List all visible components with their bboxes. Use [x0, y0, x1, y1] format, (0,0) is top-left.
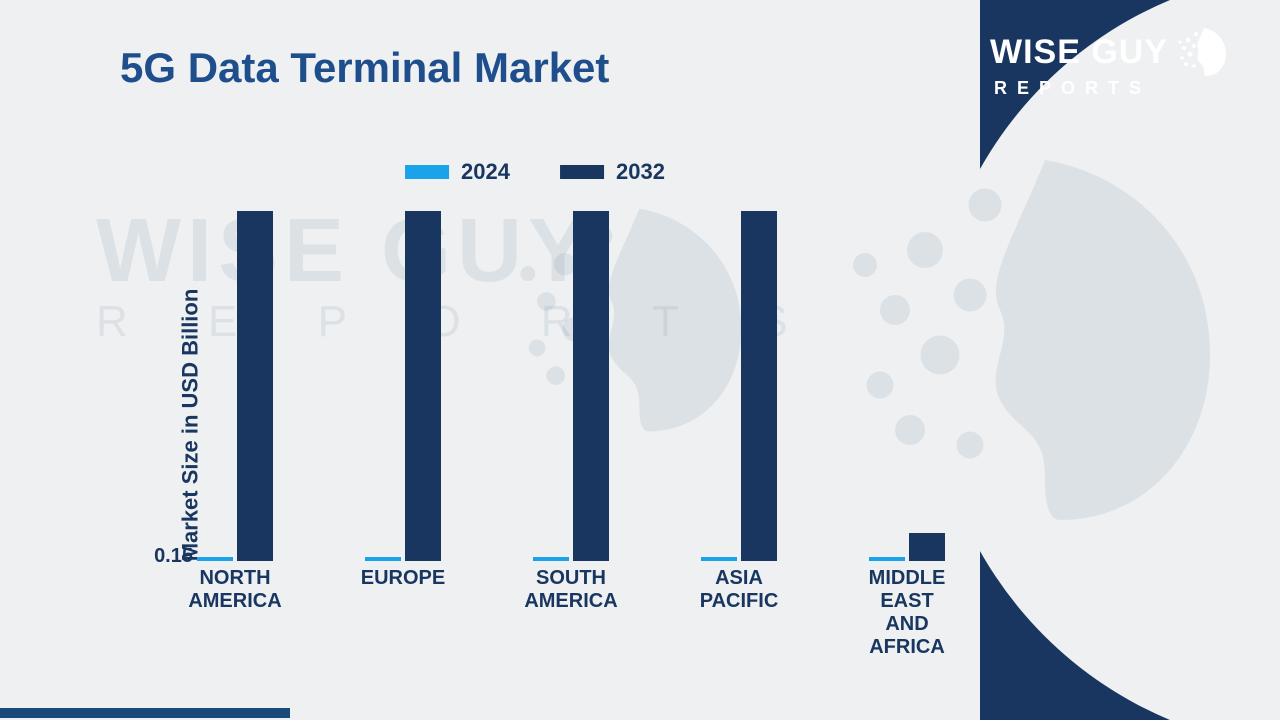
bar-2024 — [365, 557, 401, 561]
legend-swatch-2024 — [405, 165, 449, 179]
bar-2024 — [533, 557, 569, 561]
bar-2032 — [573, 211, 609, 561]
right-brand-band — [980, 0, 1280, 720]
brand-line2: REPORTS — [994, 78, 1250, 99]
brain-icon — [1174, 24, 1230, 80]
legend-label-2032: 2032 — [616, 159, 665, 185]
category-label: NORTH AMERICA — [188, 567, 281, 613]
bar-group: NORTH AMERICA — [160, 199, 310, 561]
category-label: MIDDLE EAST AND AFRICA — [869, 567, 946, 659]
bar-group: ASIA PACIFIC — [664, 199, 814, 561]
legend-label-2024: 2024 — [461, 159, 510, 185]
bar-2032 — [237, 211, 273, 561]
bar-group: EUROPE — [328, 199, 478, 561]
legend-item-2032: 2032 — [560, 159, 665, 185]
category-label: EUROPE — [361, 567, 445, 590]
bar-group: MIDDLE EAST AND AFRICA — [832, 199, 982, 561]
plot-area: NORTH AMERICAEUROPESOUTH AMERICAASIA PAC… — [130, 199, 970, 561]
bottom-accent-bar — [0, 708, 290, 718]
chart-area: Market Size in USD Billion 2024 2032 0.1… — [100, 165, 970, 685]
bar-2032 — [741, 211, 777, 561]
bar-2024 — [869, 557, 905, 561]
brand-logo: WISE GUY REPORTS — [990, 24, 1250, 99]
bar-2024 — [197, 557, 233, 561]
bar-2024 — [701, 557, 737, 561]
bar-2032 — [909, 533, 945, 561]
stage: WISE GUY REPORTS 5G Data Terminal Market… — [0, 0, 1280, 720]
legend: 2024 2032 — [405, 159, 665, 185]
category-label: ASIA PACIFIC — [700, 567, 779, 613]
legend-item-2024: 2024 — [405, 159, 510, 185]
page-title: 5G Data Terminal Market — [120, 44, 609, 92]
bar-group: SOUTH AMERICA — [496, 199, 646, 561]
circle-cutout — [930, 0, 1280, 720]
category-label: SOUTH AMERICA — [524, 567, 617, 613]
brand-line1: WISE GUY — [990, 33, 1168, 72]
bar-2032 — [405, 211, 441, 561]
legend-swatch-2032 — [560, 165, 604, 179]
